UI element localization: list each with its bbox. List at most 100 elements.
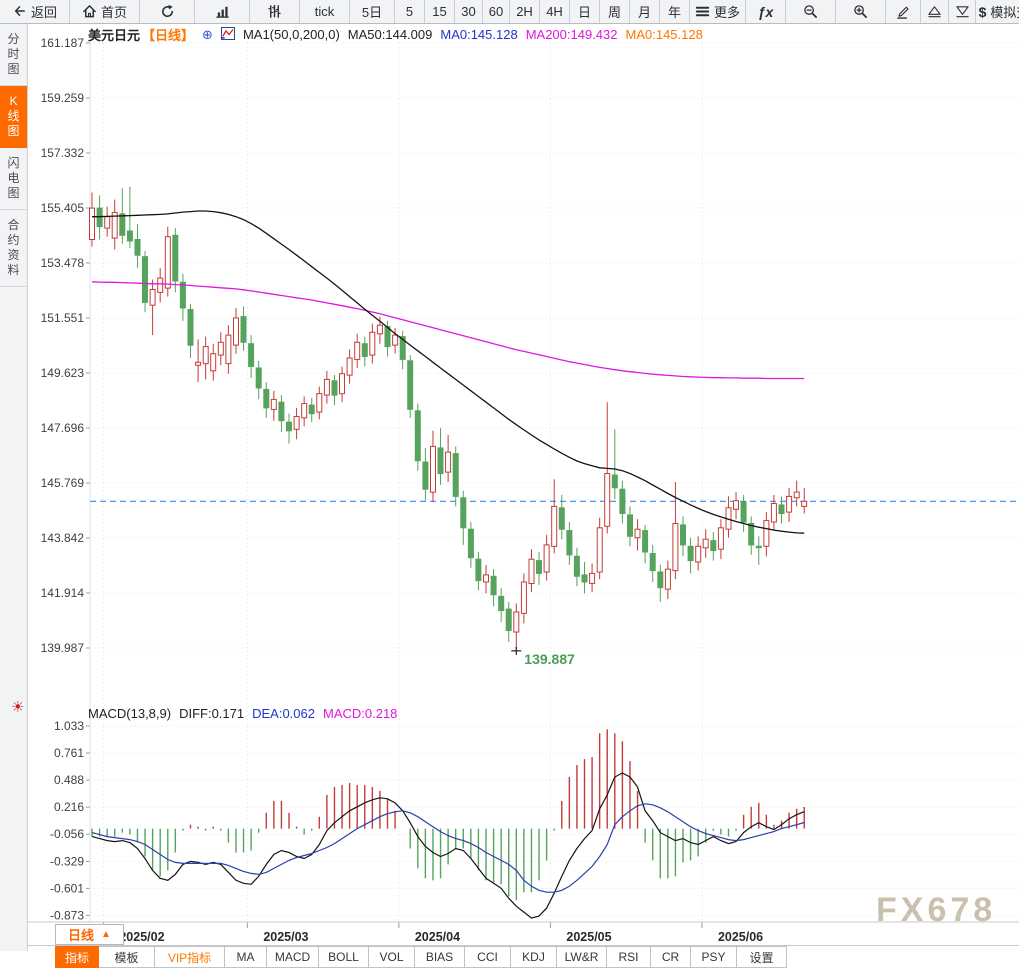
toolbar-button-m5[interactable]: 5 (395, 0, 425, 23)
ma200-line (91, 281, 805, 380)
toolbar-button-m15[interactable]: 15 (425, 0, 455, 23)
low-marker-layer: 139.887 (511, 646, 575, 667)
toolbar-label-home: 首页 (100, 5, 127, 20)
price-chart-legend: 美元日元 【日线】 ⊕ MA1(50,0,200,0) MA50:144.009… (88, 25, 703, 44)
candle-body (354, 341, 361, 360)
toolbar-label-m30: 30 (461, 4, 476, 19)
add-favorite-icon[interactable]: ⊕ (202, 26, 213, 42)
toolbar-button-tri-up[interactable] (921, 0, 949, 23)
toolbar-button-h4[interactable]: 4H (540, 0, 570, 23)
indicator-tab-CR[interactable]: CR (651, 946, 691, 968)
candle-body (793, 491, 800, 499)
macd-axis-label: 0.761 (54, 746, 84, 760)
price-axis-label: 141.914 (41, 586, 85, 600)
ma0-blue-value: MA0:145.128 (440, 27, 518, 42)
sidebar-item-kline-chart[interactable]: K 线 图 (0, 86, 27, 148)
candle-body (801, 500, 808, 507)
candle-body (543, 544, 550, 573)
macd-legend: MACD(13,8,9) DIFF:0.171 DEA:0.062 MACD:0… (88, 706, 397, 721)
candle-body (414, 410, 421, 462)
toolbar-button-home[interactable]: 首页 (70, 0, 140, 23)
toolbar-button-bar-chart[interactable] (195, 0, 250, 23)
toolbar-button-day[interactable]: 日 (570, 0, 600, 23)
indicator-tab-指标[interactable]: 指标 (55, 946, 99, 968)
indicator-tab-PSY[interactable]: PSY (691, 946, 737, 968)
candle-body (240, 316, 247, 343)
sidebar-item-contract-info[interactable]: 合 约 资 料 (0, 210, 27, 287)
macd-dea-layer (91, 803, 805, 893)
ma200-value: MA200:149.432 (525, 27, 618, 42)
candle-body (740, 501, 747, 523)
candle-body (748, 523, 755, 546)
toolbar-button-refresh[interactable] (140, 0, 195, 23)
candle-body (126, 230, 133, 242)
indicator-tab-模板[interactable]: 模板 (99, 946, 155, 968)
price-axis-label: 149.623 (41, 366, 85, 380)
toolbar-button-fx[interactable]: ƒx (746, 0, 786, 23)
candle-body (96, 207, 103, 228)
toolbar-button-more[interactable]: 更多 (690, 0, 746, 23)
toolbar-button-week[interactable]: 周 (600, 0, 630, 23)
sidebar-item-time-chart[interactable]: 分 时 图 (0, 24, 27, 86)
toolbar-button-5d[interactable]: 5日 (350, 0, 395, 23)
month-label: 2025/06 (718, 930, 763, 944)
candle-body (558, 507, 565, 530)
toolbar-button-year[interactable]: 年 (660, 0, 690, 23)
candle-body (596, 527, 603, 573)
candle-body (270, 398, 277, 410)
toolbar-button-candle-chart[interactable] (250, 0, 300, 23)
candle-body (672, 523, 679, 572)
candle-body (392, 334, 399, 346)
indicator-tab-VOL[interactable]: VOL (369, 946, 415, 968)
candle-body (278, 401, 285, 422)
indicator-tab-MACD[interactable]: MACD (267, 946, 319, 968)
candle-body (134, 239, 141, 256)
indicator-tab-RSI[interactable]: RSI (607, 946, 651, 968)
candle-body (498, 595, 505, 612)
candle-body (642, 530, 649, 553)
price-axis-label: 139.987 (41, 641, 85, 655)
candle-body (589, 572, 596, 584)
toolbar-button-month[interactable]: 月 (630, 0, 660, 23)
candle-body (263, 388, 270, 409)
toolbar-label-m15: 15 (432, 4, 447, 19)
indicator-settings-icon[interactable] (220, 26, 235, 43)
toolbar-button-tick[interactable]: tick (300, 0, 350, 23)
ma50-value: MA50:144.009 (347, 27, 433, 42)
indicator-tab-BIAS[interactable]: BIAS (415, 946, 465, 968)
indicator-tab-CCI[interactable]: CCI (465, 946, 511, 968)
toolbar-button-draw[interactable] (886, 0, 921, 23)
month-label: 2025/03 (263, 930, 308, 944)
ma-group-label: MA1(50,0,200,0) (242, 27, 340, 42)
home-icon (83, 5, 96, 18)
candle-body (460, 497, 467, 529)
toolbar-button-m60[interactable]: 60 (483, 0, 510, 23)
watermark: FX678 (876, 891, 997, 929)
candle-body (248, 343, 255, 368)
toolbar-button-sim-trade[interactable]: $模拟交易 (976, 0, 1019, 23)
toolbar-button-zoom-out[interactable] (786, 0, 836, 23)
indicator-tab-KDJ[interactable]: KDJ (511, 946, 557, 968)
indicator-tab-LW&R[interactable]: LW&R (557, 946, 607, 968)
indicator-tab-BOLL[interactable]: BOLL (319, 946, 369, 968)
toolbar-button-h2[interactable]: 2H (510, 0, 540, 23)
indicator-brightness-icon[interactable]: ☀ (11, 699, 25, 716)
toolbar-label-m5: 5 (405, 4, 414, 19)
toolbar-button-tri-down[interactable] (949, 0, 976, 23)
indicator-tab-VIP指标[interactable]: VIP指标 (155, 946, 225, 968)
toolbar-button-m30[interactable]: 30 (455, 0, 483, 23)
indicator-tab-MA[interactable]: MA (225, 946, 267, 968)
sidebar-item-lightning-chart[interactable]: 闪 电 图 (0, 148, 27, 210)
toolbar-label-week: 周 (607, 5, 621, 20)
candle-body (407, 360, 414, 410)
period-selector-button[interactable]: 日线 ▲ (55, 924, 124, 945)
candle-body (430, 445, 436, 493)
price-axis-label: 151.551 (41, 311, 85, 325)
toolbar-button-back[interactable]: 返回 (0, 0, 70, 23)
low-price-label: 139.887 (524, 651, 575, 667)
toolbar-button-zoom-in[interactable] (836, 0, 886, 23)
indicator-tab-设置[interactable]: 设置 (737, 946, 787, 968)
candle-body (361, 343, 368, 358)
